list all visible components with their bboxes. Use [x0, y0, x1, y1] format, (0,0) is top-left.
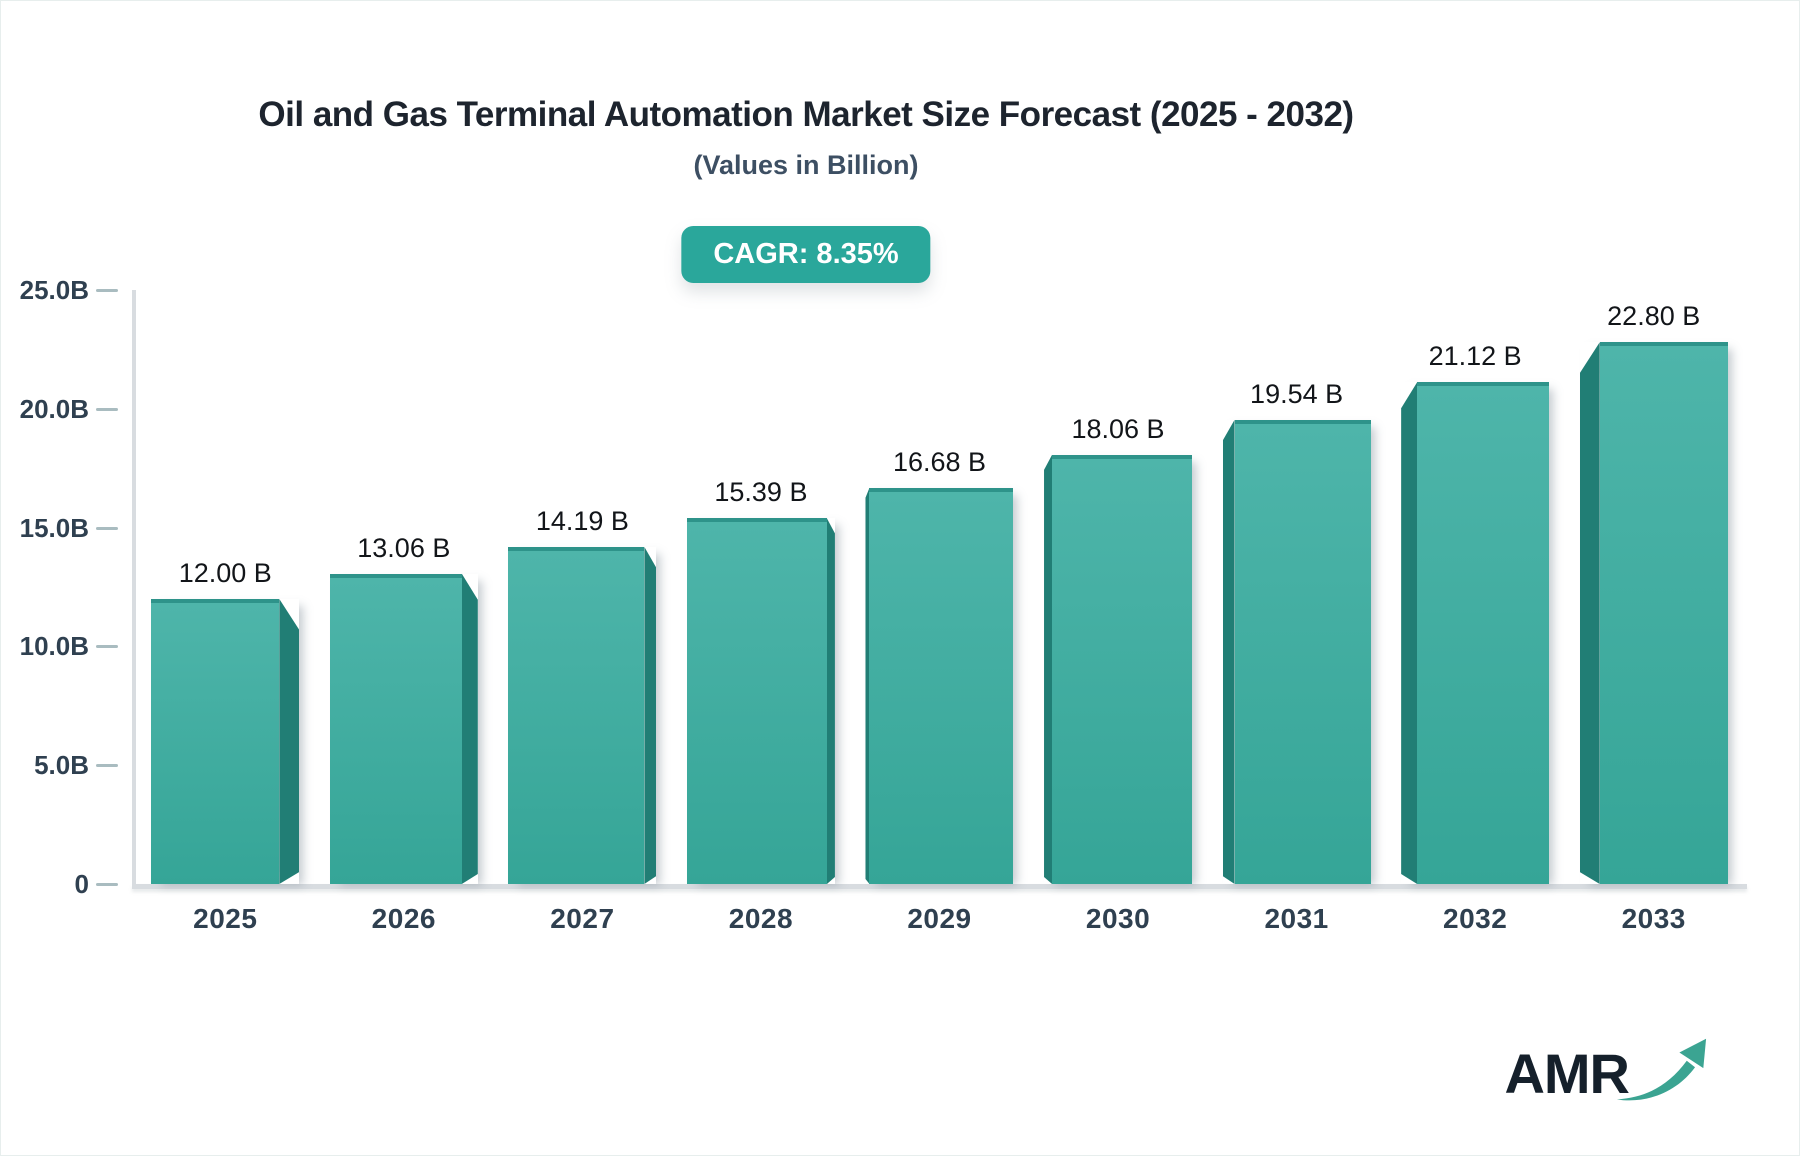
x-axis-label-2027: 2027	[550, 903, 615, 934]
bar-chart-plot-area: 25.0B 20.0B 15.0B 10.0B 5.0B 0 12.00 B 2025 13.0…	[20, 277, 1747, 934]
bar-side-facet	[644, 547, 656, 884]
x-axis-label-2032: 2032	[1443, 903, 1508, 934]
bar-group-2028: 15.39 B	[672, 477, 851, 884]
y-axis-tick-mark	[96, 764, 118, 768]
bar-side-facet	[865, 488, 869, 884]
bar-value-label: 21.12 B	[1428, 341, 1522, 372]
chart-title: Oil and Gas Terminal Automation Market S…	[258, 95, 1354, 134]
bar-2028: 15.39 B	[686, 477, 835, 884]
bar-side-facet	[827, 518, 835, 884]
y-axis-tick-label: 25.0B	[19, 275, 89, 305]
amr-logo-text: AMR	[1504, 1041, 1630, 1105]
bar-group-2033: 22.80 B	[1564, 301, 1743, 884]
amr-logo: AMR	[1504, 1038, 1707, 1107]
y-axis-tick-mark	[96, 645, 118, 649]
bar-side-facet	[1044, 455, 1052, 884]
bar-value-label: 14.19 B	[535, 505, 629, 536]
bar-face	[508, 546, 645, 884]
y-axis-tick-label: 5.0B	[34, 750, 89, 781]
bar-group-2026: 13.06 B	[315, 533, 494, 884]
x-axis-label-2029: 2029	[907, 903, 972, 934]
x-axis-label-2026: 2026	[371, 903, 436, 934]
bar-side-facet	[1401, 382, 1417, 884]
x-axis-label-2031: 2031	[1264, 903, 1329, 934]
y-axis-tick-label: 20.0B	[19, 393, 89, 424]
bar-side-facet	[1223, 420, 1235, 884]
bar-group-2027: 14.19 B	[493, 506, 672, 884]
bar-face	[869, 487, 1014, 884]
bar-2033: 22.80 B	[1580, 301, 1728, 884]
growth-arrow-tail	[1616, 1060, 1696, 1101]
y-axis-tick-mark	[96, 883, 118, 886]
bar-2032: 21.12 B	[1401, 341, 1550, 884]
bar-2027: 14.19 B	[508, 506, 656, 884]
growth-arrow-head	[1679, 1038, 1707, 1069]
x-axis-label-2030: 2030	[1085, 903, 1151, 934]
bar-group-2032: 21.12 B	[1386, 341, 1565, 884]
bar-value-label: 22.80 B	[1607, 301, 1701, 332]
bar-value-label: 18.06 B	[1071, 413, 1165, 444]
bar-value-label: 16.68 B	[892, 446, 987, 477]
y-axis-tick-mark	[96, 289, 118, 292]
bar-group-2025: 12.00 B	[136, 558, 315, 884]
chart-subtitle: (Values in Billion)	[693, 150, 919, 180]
y-axis-tick-label: 15.0B	[19, 512, 89, 543]
bar-2025: 12.00 B	[151, 558, 299, 884]
y-axis-tick-label: 0	[74, 869, 89, 899]
bar-2030: 18.06 B	[1044, 414, 1193, 884]
bar-value-label: 12.00 B	[178, 557, 272, 588]
x-axis-label-2028: 2028	[728, 903, 794, 934]
bar-2029: 16.68 B	[865, 447, 1014, 884]
bar-value-label: 15.39 B	[714, 477, 808, 508]
bar-side-facet	[1580, 342, 1600, 884]
y-axis-tick-mark	[96, 526, 118, 530]
bar-value-label: 19.54 B	[1250, 378, 1344, 409]
bar-2026: 13.06 B	[329, 533, 478, 884]
bar-face	[151, 598, 280, 884]
bar-face	[1234, 419, 1371, 884]
x-axis-label-2033: 2033	[1621, 903, 1686, 934]
bar-face	[1052, 454, 1193, 884]
growth-arrow-icon	[1616, 1038, 1707, 1101]
y-axis-tick-label: 10.0B	[19, 631, 89, 662]
y-axis-tick-mark	[96, 407, 118, 411]
bar-2031: 19.54 B	[1223, 379, 1371, 884]
bar-face	[686, 518, 827, 884]
y-axis-line	[132, 290, 136, 889]
x-axis-baseline	[132, 884, 1747, 889]
bar-face	[1417, 382, 1550, 884]
bar-face	[1599, 342, 1728, 884]
bar-group-2031: 19.54 B	[1207, 379, 1386, 884]
bar-face	[329, 573, 462, 884]
bar-group-2030: 18.06 B	[1029, 414, 1208, 884]
cagr-badge: CAGR: 8.35%	[681, 226, 931, 283]
bar-side-facet	[462, 574, 478, 884]
bar-group-2029: 16.68 B	[850, 447, 1029, 884]
x-axis-label-2025: 2025	[193, 903, 258, 934]
bar-side-facet	[279, 599, 299, 884]
bar-value-label: 13.06 B	[357, 532, 451, 563]
